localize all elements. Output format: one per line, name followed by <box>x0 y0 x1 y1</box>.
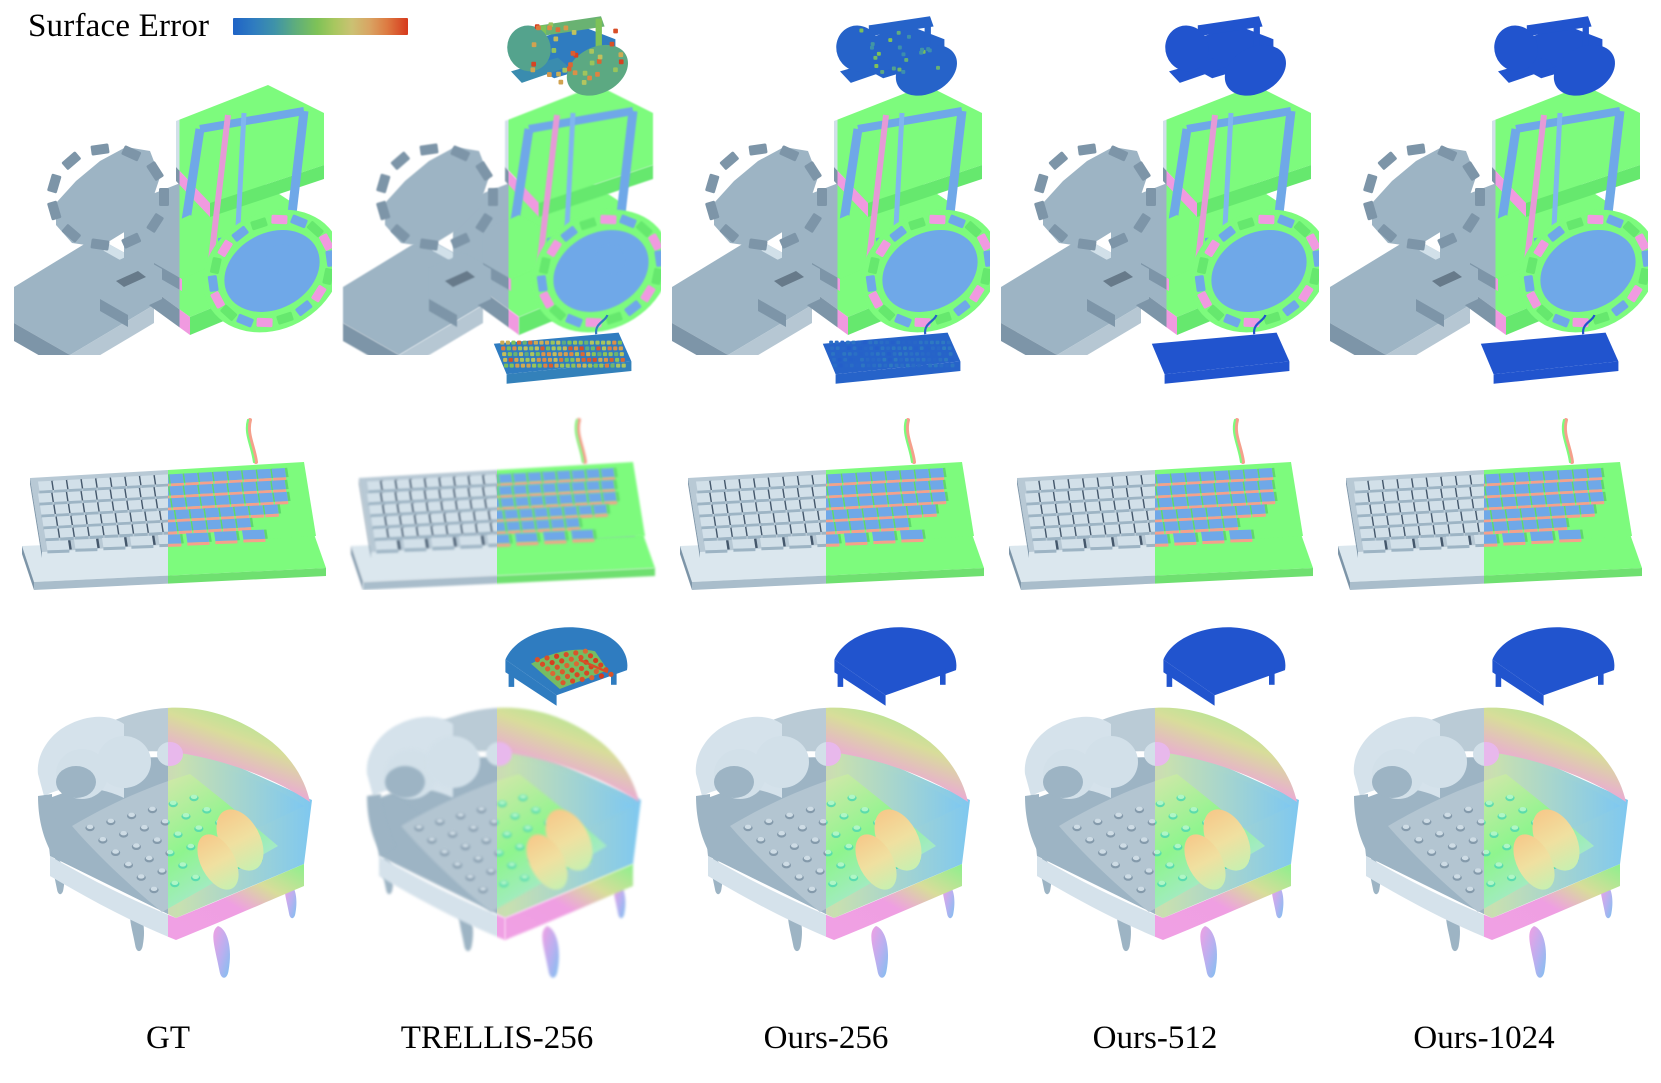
excavator-mesh <box>1330 85 1648 355</box>
render-cell-trellis-256-keyboard <box>333 314 661 590</box>
render-cell-ours-512-excavator <box>991 16 1319 355</box>
render-cell-ours-256-keyboard <box>662 314 990 590</box>
excavator-normal-half <box>1166 85 1319 335</box>
keyboard-normal-half <box>826 418 984 584</box>
error-inset-keyboard <box>1468 314 1628 395</box>
legend-label: Surface Error <box>28 8 210 44</box>
sofa-gray-half <box>1024 707 1155 952</box>
sofa-mesh <box>37 707 312 978</box>
render-cell-ours-256-excavator <box>662 16 990 355</box>
error-inset-excavator <box>1133 7 1313 122</box>
render-cell-trellis-256-excavator <box>333 16 661 355</box>
sofa-mesh <box>1353 707 1628 978</box>
error-inset-keyboard <box>481 314 641 395</box>
render-cell-gt-sofa <box>4 650 332 995</box>
excavator-normal-half <box>837 85 990 335</box>
excavator-mesh <box>343 85 661 355</box>
keyboard-mesh <box>22 418 326 590</box>
error-inset-excavator <box>804 7 984 122</box>
keyboard-gray-half <box>351 469 497 590</box>
render-cell-trellis-256-sofa <box>333 627 661 995</box>
column-label-ours-1024: Ours-1024 <box>1413 1020 1555 1056</box>
excavator-mesh <box>1001 85 1319 355</box>
excavator-gray-half <box>672 119 838 355</box>
render-cell-ours-256-sofa <box>662 627 990 995</box>
keyboard-normal-half <box>1484 418 1642 584</box>
excavator-normal-half <box>508 85 661 335</box>
column-label-trellis-256: TRELLIS-256 <box>400 1020 594 1056</box>
error-colorbar <box>233 18 409 35</box>
error-inset-svg <box>1494 16 1615 96</box>
excavator-mesh <box>14 85 332 355</box>
excavator-gray-half <box>1001 119 1167 355</box>
keyboard-mesh <box>1338 418 1642 590</box>
render-cell-ours-512-keyboard <box>991 314 1319 590</box>
error-inset-sofa <box>1141 605 1301 710</box>
error-inset-sofa <box>812 605 972 710</box>
keyboard-mesh <box>351 418 655 590</box>
keyboard-normal-half <box>1155 418 1313 584</box>
sofa-normal-half <box>497 707 641 978</box>
error-inset-svg <box>822 314 961 384</box>
error-inset-svg <box>1163 627 1286 706</box>
excavator-normal-half <box>179 85 332 335</box>
keyboard-gray-half <box>1009 469 1155 590</box>
sofa-mesh <box>695 707 970 978</box>
keyboard-mesh <box>680 418 984 590</box>
sofa-mesh <box>366 707 641 978</box>
excavator-normal-half <box>1495 85 1648 335</box>
sofa-normal-half <box>168 707 312 978</box>
excavator-mesh <box>672 85 990 355</box>
sofa-gray-half <box>695 707 826 952</box>
error-inset-svg <box>834 627 957 706</box>
error-inset-svg <box>505 627 628 706</box>
sofa-mesh <box>1024 707 1299 978</box>
error-inset-svg <box>1151 314 1290 384</box>
error-inset-keyboard <box>1139 314 1299 395</box>
excavator-gray-half <box>14 119 180 355</box>
sofa-gray-half <box>366 707 497 952</box>
sofa-normal-half <box>1484 707 1628 978</box>
keyboard-mesh <box>1009 418 1313 590</box>
error-inset-svg <box>836 16 957 96</box>
render-cell-gt-excavator <box>4 55 332 355</box>
keyboard-normal-half <box>497 418 655 584</box>
keyboard-gray-half <box>22 469 168 590</box>
render-cell-ours-1024-keyboard <box>1320 314 1648 590</box>
column-label-gt: GT <box>146 1020 190 1056</box>
excavator-gray-half <box>1330 119 1496 355</box>
error-inset-svg <box>1165 16 1286 96</box>
render-cell-ours-512-sofa <box>991 627 1319 995</box>
render-cell-ours-1024-sofa <box>1320 627 1648 995</box>
error-inset-excavator <box>475 7 655 122</box>
keyboard-gray-half <box>1338 469 1484 590</box>
error-inset-excavator <box>1462 7 1642 122</box>
sofa-normal-half <box>1155 707 1299 978</box>
error-inset-keyboard <box>810 314 970 395</box>
error-inset-svg <box>1492 627 1615 706</box>
column-label-ours-512: Ours-512 <box>1092 1020 1218 1056</box>
error-inset-sofa <box>483 605 643 710</box>
error-inset-sofa <box>1470 605 1630 710</box>
error-inset-svg <box>507 16 628 96</box>
excavator-gray-half <box>343 119 509 355</box>
render-cell-ours-1024-excavator <box>1320 16 1648 355</box>
error-inset-svg <box>1480 314 1619 384</box>
keyboard-normal-half <box>168 418 326 584</box>
column-label-ours-256: Ours-256 <box>763 1020 889 1056</box>
surface-error-legend: Surface Error <box>28 8 409 44</box>
render-cell-gt-keyboard <box>4 370 332 590</box>
sofa-gray-half <box>1353 707 1484 952</box>
sofa-gray-half <box>37 707 168 952</box>
error-inset-svg <box>493 314 632 384</box>
keyboard-gray-half <box>680 469 826 590</box>
sofa-normal-half <box>826 707 970 978</box>
